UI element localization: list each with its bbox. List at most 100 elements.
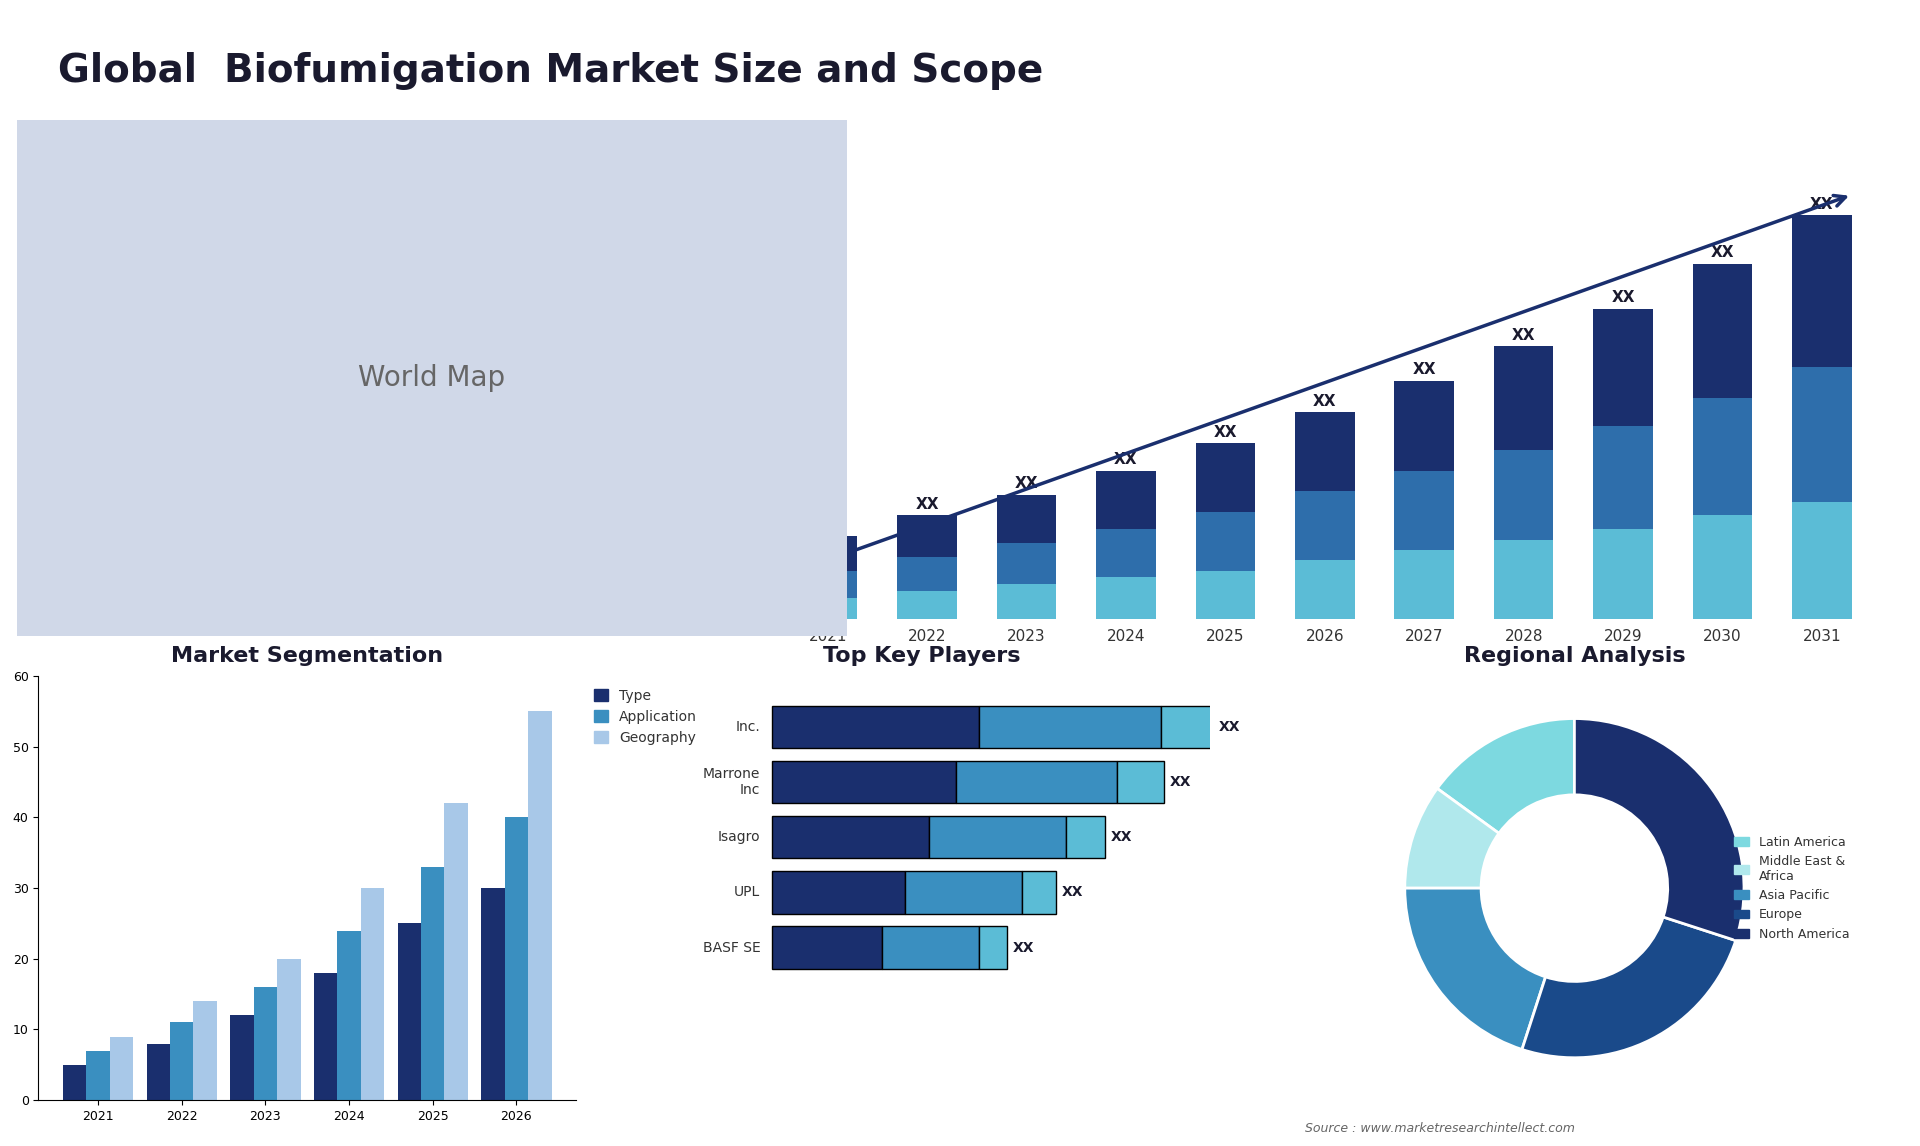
- Text: XX: XX: [1169, 775, 1190, 790]
- Bar: [63, 1065, 86, 1100]
- Bar: [1096, 578, 1156, 619]
- Bar: [1294, 492, 1356, 560]
- Text: XX: XX: [1711, 245, 1734, 260]
- Bar: [1693, 516, 1753, 619]
- Wedge shape: [1574, 719, 1743, 941]
- Wedge shape: [1438, 719, 1574, 833]
- Bar: [996, 543, 1056, 584]
- Bar: [1096, 471, 1156, 529]
- Text: XX: XX: [1213, 424, 1236, 440]
- Text: Isagro: Isagro: [718, 830, 760, 845]
- FancyBboxPatch shape: [772, 816, 929, 858]
- Text: Marrone
Inc: Marrone Inc: [703, 767, 760, 798]
- Bar: [897, 591, 956, 619]
- Text: UPL: UPL: [733, 886, 760, 900]
- Bar: [1394, 380, 1453, 471]
- Bar: [897, 557, 956, 591]
- Text: XX: XX: [1313, 393, 1336, 408]
- FancyBboxPatch shape: [772, 706, 979, 748]
- Bar: [109, 1036, 132, 1100]
- FancyBboxPatch shape: [1066, 816, 1104, 858]
- Text: BASF SE: BASF SE: [703, 941, 760, 955]
- Bar: [444, 803, 468, 1100]
- Title: Market Segmentation: Market Segmentation: [171, 646, 444, 666]
- Legend: Type, Application, Geography: Type, Application, Geography: [588, 683, 703, 751]
- FancyBboxPatch shape: [772, 926, 883, 968]
- Bar: [1494, 346, 1553, 450]
- Text: XX: XX: [1110, 830, 1133, 845]
- Text: XX: XX: [1811, 197, 1834, 212]
- Wedge shape: [1405, 788, 1500, 888]
- Text: XX: XX: [1016, 477, 1039, 492]
- Bar: [1693, 264, 1753, 398]
- Text: XX: XX: [916, 497, 939, 512]
- Text: XX: XX: [1217, 720, 1240, 735]
- FancyBboxPatch shape: [956, 761, 1117, 803]
- Bar: [313, 973, 338, 1100]
- Bar: [253, 987, 276, 1100]
- Title: Regional Analysis: Regional Analysis: [1463, 646, 1686, 666]
- Bar: [1494, 540, 1553, 619]
- Text: Global  Biofumigation Market Size and Scope: Global Biofumigation Market Size and Sco…: [58, 52, 1043, 89]
- Bar: [1791, 215, 1851, 367]
- Bar: [1294, 411, 1356, 492]
- Legend: Latin America, Middle East &
Africa, Asia Pacific, Europe, North America: Latin America, Middle East & Africa, Asi…: [1730, 831, 1855, 945]
- Bar: [397, 924, 420, 1100]
- Bar: [171, 1022, 194, 1100]
- Bar: [86, 1051, 109, 1100]
- Text: Inc.: Inc.: [735, 720, 760, 735]
- FancyBboxPatch shape: [883, 926, 979, 968]
- Bar: [1196, 444, 1256, 512]
- FancyBboxPatch shape: [979, 926, 1006, 968]
- Bar: [482, 888, 505, 1100]
- Bar: [1594, 529, 1653, 619]
- FancyBboxPatch shape: [1117, 761, 1164, 803]
- Bar: [1294, 560, 1356, 619]
- FancyBboxPatch shape: [1160, 706, 1212, 748]
- Bar: [505, 817, 528, 1100]
- Bar: [996, 495, 1056, 543]
- Bar: [420, 866, 444, 1100]
- Wedge shape: [1523, 917, 1736, 1058]
- Bar: [146, 1044, 171, 1100]
- Bar: [1791, 502, 1851, 619]
- Bar: [276, 959, 301, 1100]
- Text: World Map: World Map: [359, 364, 505, 392]
- Bar: [1196, 571, 1256, 619]
- FancyBboxPatch shape: [929, 816, 1066, 858]
- Text: XX: XX: [816, 518, 839, 533]
- Bar: [361, 888, 384, 1100]
- Wedge shape: [1405, 888, 1546, 1050]
- Bar: [1196, 512, 1256, 571]
- Bar: [996, 584, 1056, 619]
- Bar: [194, 1002, 217, 1100]
- Text: Source : www.marketresearchintellect.com: Source : www.marketresearchintellect.com: [1306, 1122, 1574, 1135]
- Bar: [1594, 308, 1653, 426]
- Text: XX: XX: [1062, 886, 1083, 900]
- Text: XX: XX: [1511, 328, 1536, 343]
- Text: XX: XX: [1413, 362, 1436, 377]
- Bar: [1693, 398, 1753, 516]
- FancyBboxPatch shape: [906, 871, 1021, 913]
- Bar: [799, 598, 858, 619]
- FancyBboxPatch shape: [772, 871, 906, 913]
- Bar: [230, 1015, 253, 1100]
- Bar: [897, 516, 956, 557]
- Text: XX: XX: [1611, 290, 1634, 305]
- FancyBboxPatch shape: [1021, 871, 1056, 913]
- Bar: [1096, 529, 1156, 578]
- Bar: [1791, 367, 1851, 502]
- FancyBboxPatch shape: [772, 761, 956, 803]
- Bar: [799, 571, 858, 598]
- FancyBboxPatch shape: [979, 706, 1160, 748]
- Bar: [528, 712, 551, 1100]
- Text: XX: XX: [1012, 941, 1035, 955]
- Bar: [799, 536, 858, 571]
- Text: XX: XX: [1114, 453, 1139, 468]
- Bar: [1394, 550, 1453, 619]
- Bar: [338, 931, 361, 1100]
- Bar: [1594, 426, 1653, 529]
- Bar: [1494, 450, 1553, 540]
- Bar: [1394, 471, 1453, 550]
- Title: Top Key Players: Top Key Players: [824, 646, 1020, 666]
